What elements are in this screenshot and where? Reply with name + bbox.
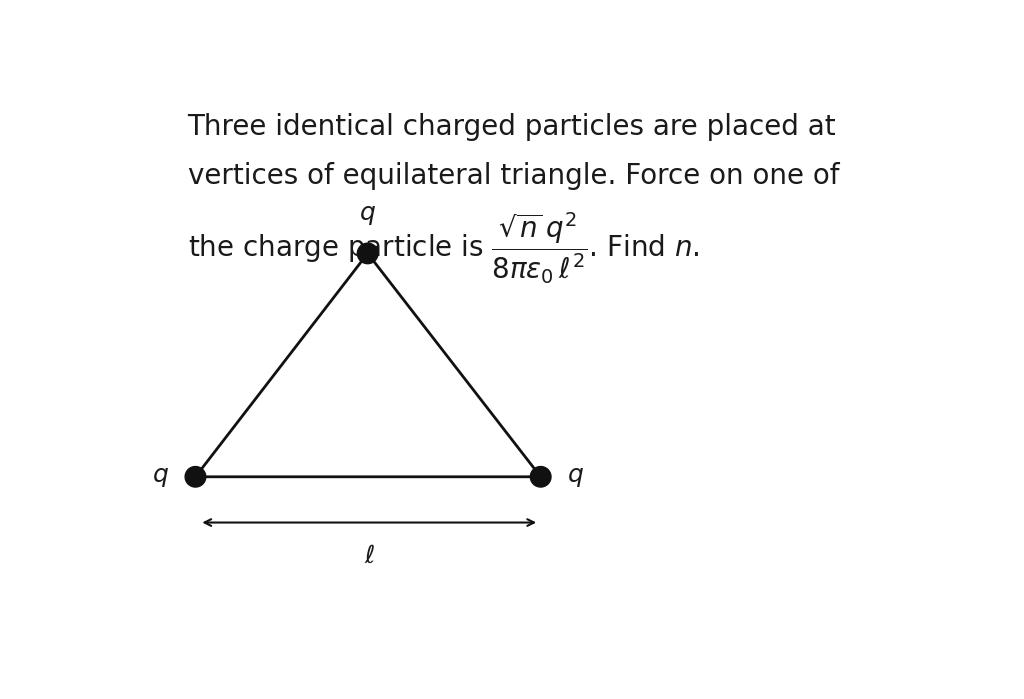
Text: Three identical charged particles are placed at: Three identical charged particles are pl… <box>187 113 837 141</box>
Text: vertices of equilateral triangle. Force on one of: vertices of equilateral triangle. Force … <box>187 162 839 190</box>
Text: $q$: $q$ <box>359 203 376 226</box>
Text: $q$: $q$ <box>153 465 169 489</box>
Text: the charge particle is $\dfrac{\sqrt{n}\, q^2}{8\pi\varepsilon_0\, \ell^2}$. Fin: the charge particle is $\dfrac{\sqrt{n}\… <box>187 210 699 286</box>
Ellipse shape <box>530 466 551 487</box>
Ellipse shape <box>185 466 206 487</box>
Text: $\ell$: $\ell$ <box>364 544 375 568</box>
Ellipse shape <box>357 243 378 264</box>
Text: $q$: $q$ <box>567 465 584 489</box>
